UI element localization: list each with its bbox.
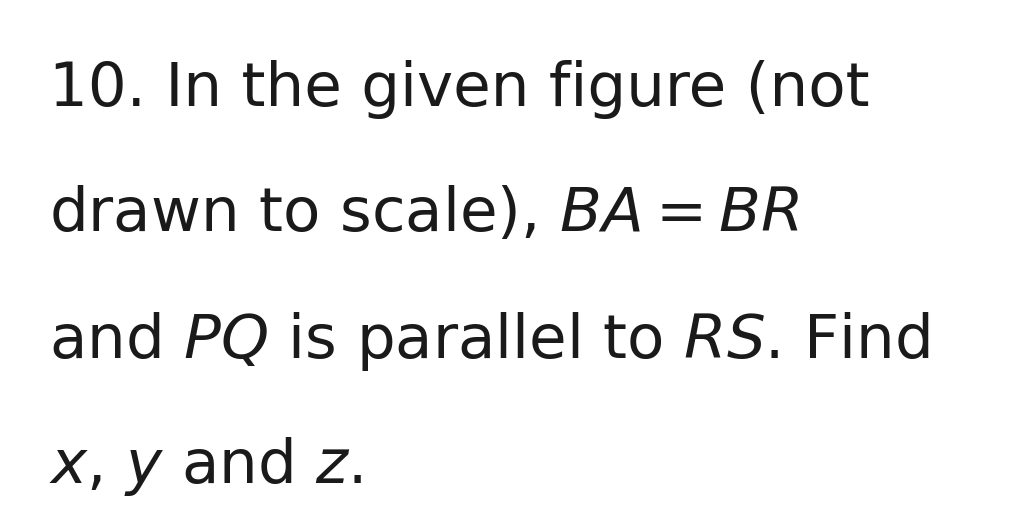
Text: 10. In the given figure (not: 10. In the given figure (not [49, 60, 869, 119]
Text: drawn to scale), $\mathit{BA} = \mathit{BR}$: drawn to scale), $\mathit{BA} = \mathit{… [49, 185, 799, 244]
Text: $\mathit{x}$, $\mathit{y}$ and $\mathit{z}$.: $\mathit{x}$, $\mathit{y}$ and $\mathit{… [49, 435, 362, 498]
Text: and $\mathit{PQ}$ is parallel to $\mathit{RS}$. Find: and $\mathit{PQ}$ is parallel to $\mathi… [49, 311, 930, 373]
